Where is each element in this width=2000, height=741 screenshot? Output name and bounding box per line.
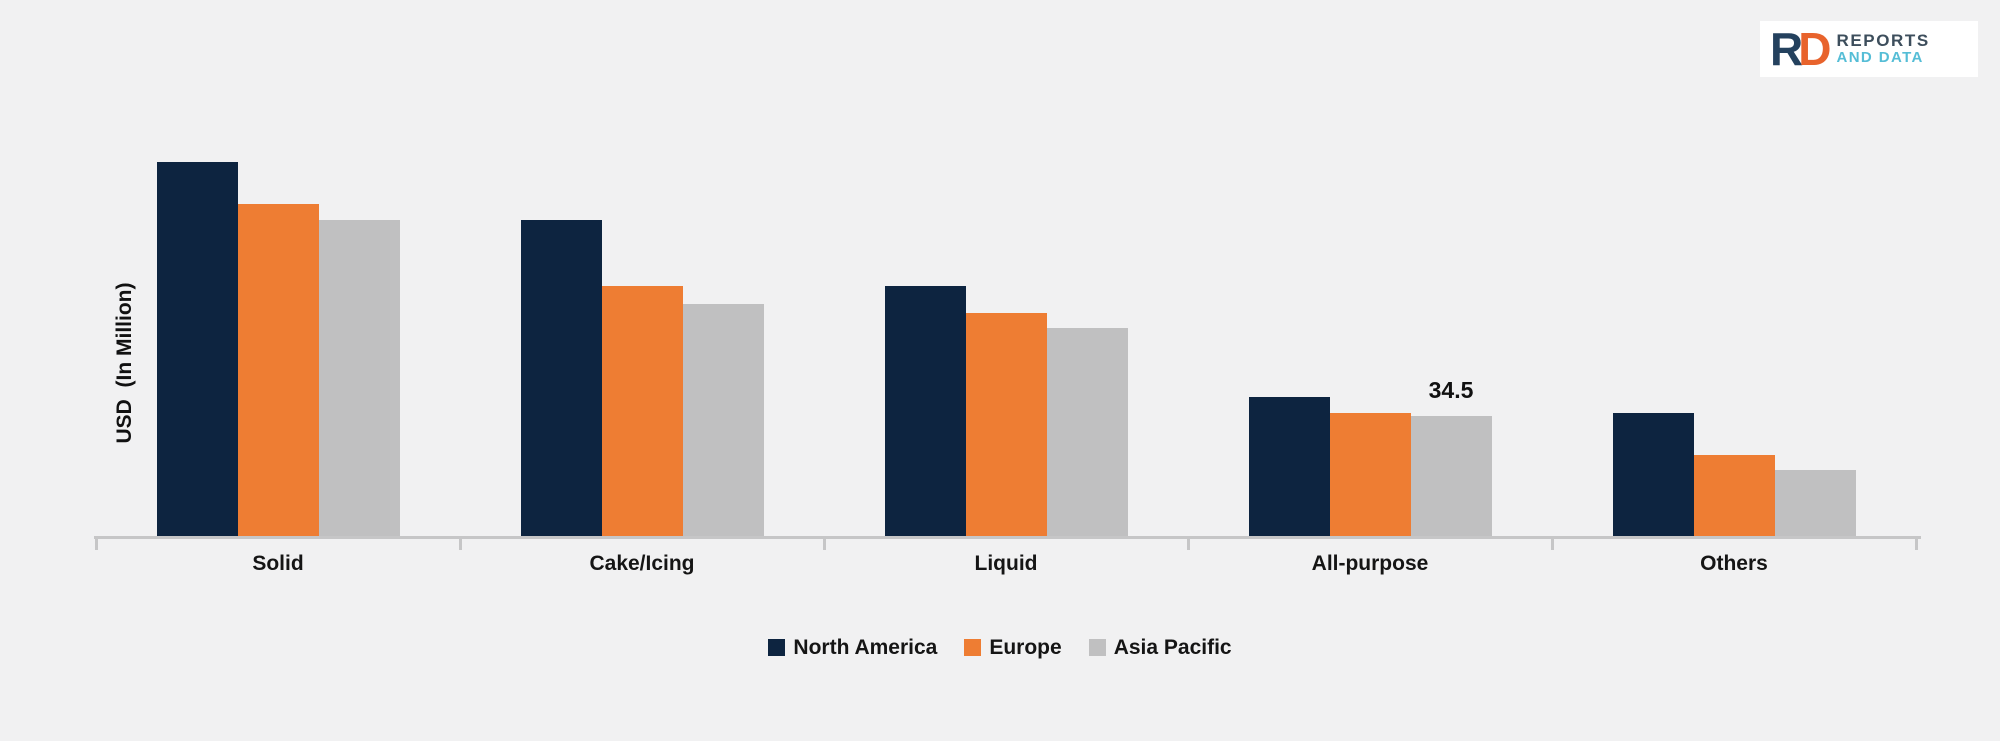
logo-letter-r: R [1770,23,1803,75]
legend: North America Europe Asia Pacific [0,637,2000,658]
bar-asia-pacific-cake-icing [682,303,764,537]
bar-asia-pacific-others [1774,470,1856,537]
bar-north-america-all-purpose [1248,396,1330,537]
logo-letter-d: D [1798,23,1831,75]
x-axis-line [94,536,1921,539]
bar-europe-solid [237,203,319,537]
bar-group-liquid [824,0,1188,537]
logo-and-data-text: AND DATA [1836,49,1924,67]
x-axis-tick-3 [1187,536,1190,550]
legend-swatch-north-america [768,639,786,656]
x-axis-category-labels: Solid Cake/Icing Liquid All-purpose Others [96,552,1916,586]
plot-area: 34.5 [96,0,1916,537]
category-label-others: Others [1700,552,1768,575]
bar-group-solid [96,0,460,537]
bar-north-america-solid [156,161,238,537]
bar-europe-others [1693,454,1775,537]
data-label-asia-pacific-all-purpose: 34.5 [1428,377,1474,403]
bar-asia-pacific-solid [318,219,400,537]
category-label-solid: Solid [252,552,304,575]
legend-label-asia-pacific: Asia Pacific [1113,636,1232,659]
logo-wordmark: REPORTS AND DATA [1836,32,1929,66]
legend-item-north-america: North America [768,637,937,658]
legend-label-north-america: North America [793,636,938,659]
x-axis-tick-5 [1915,536,1918,550]
bar-north-america-liquid [884,286,966,537]
bar-asia-pacific-all-purpose: 34.5 [1410,377,1492,537]
category-label-cake-icing: Cake/Icing [589,552,695,575]
bar-asia-pacific-liquid [1046,328,1128,537]
logo-rd-monogram-icon: R D [1770,23,1832,75]
legend-item-europe: Europe [964,636,1062,659]
category-label-liquid: Liquid [974,552,1038,575]
legend-swatch-europe [964,639,982,656]
x-axis-tick-0 [95,536,98,550]
x-axis-tick-4 [1551,536,1554,550]
bar-group-others [1552,0,1916,537]
x-axis-tick-2 [823,536,826,550]
bar-north-america-cake-icing [520,219,602,537]
category-label-all-purpose: All-purpose [1311,552,1429,575]
bar-group-cake-icing [460,0,824,537]
bar-north-america-others [1612,412,1694,537]
bar-group-all-purpose: 34.5 [1188,0,1552,537]
bar-europe-liquid [965,312,1047,537]
legend-item-asia-pacific: Asia Pacific [1088,636,1232,659]
bar-europe-all-purpose [1329,412,1411,537]
x-axis-tick-1 [459,536,462,550]
reports-and-data-logo: R D REPORTS AND DATA [1760,21,1978,77]
legend-swatch-asia-pacific [1088,639,1106,656]
logo-reports-text: REPORTS [1836,31,1930,51]
legend-label-europe: Europe [989,636,1062,659]
bar-europe-cake-icing [601,286,683,537]
